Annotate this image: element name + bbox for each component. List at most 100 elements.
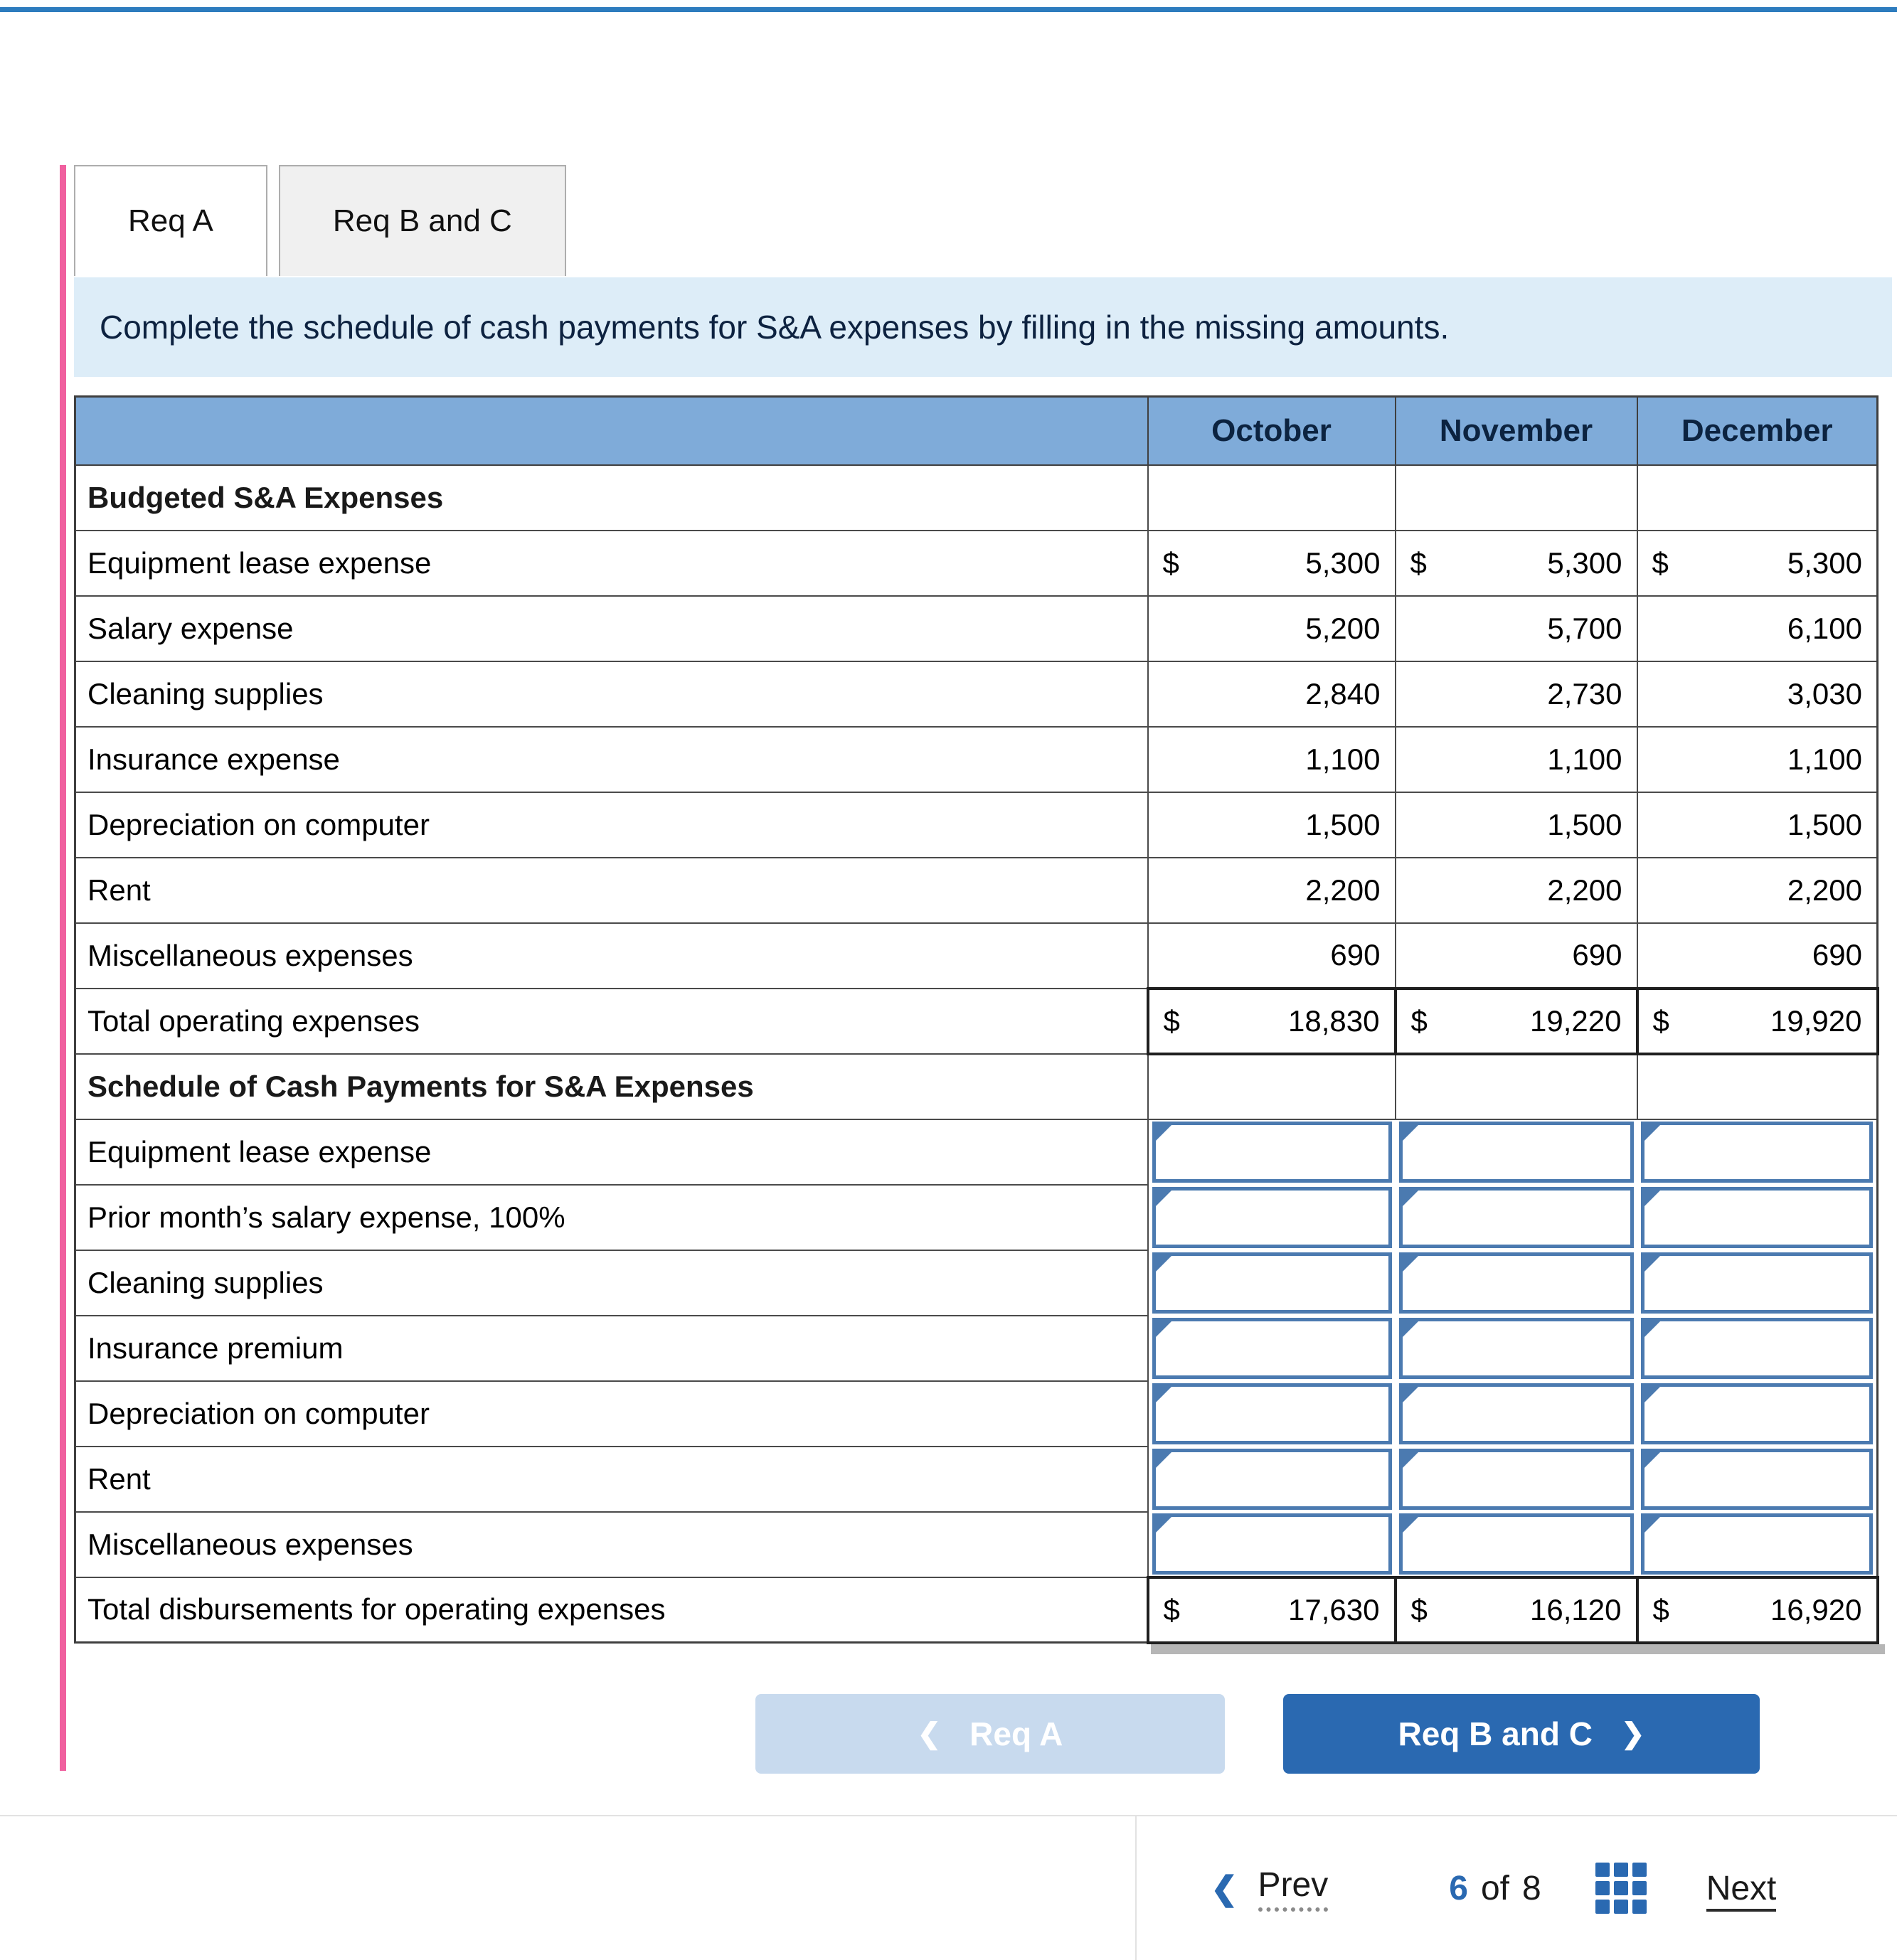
- current-page-number: 6: [1449, 1869, 1468, 1907]
- amount-input[interactable]: [1152, 1252, 1392, 1314]
- amount-input[interactable]: [1398, 1383, 1634, 1444]
- table-row-data: Salary expense 5,200 5,700 6,100: [74, 595, 1879, 662]
- amount-input-cell: [1395, 1511, 1637, 1577]
- amount-cell: 6,100: [1636, 595, 1879, 662]
- row-label: Miscellaneous expenses: [74, 1511, 1149, 1578]
- currency-symbol: $: [1652, 1003, 1669, 1038]
- next-page-link[interactable]: Next: [1706, 1869, 1777, 1912]
- tab-req-a[interactable]: Req A: [74, 165, 267, 276]
- row-label: Equipment lease expense: [74, 1118, 1149, 1186]
- row-label: Depreciation on computer: [74, 1380, 1149, 1447]
- amount-cell: $19,920: [1635, 986, 1879, 1055]
- amount-cell: 690: [1147, 922, 1396, 989]
- currency-symbol: $: [1652, 1592, 1669, 1626]
- amount-value: 690: [1572, 938, 1622, 971]
- currency-symbol: $: [1652, 545, 1669, 580]
- currency-symbol: $: [1163, 1003, 1180, 1038]
- column-header-november: November: [1394, 395, 1638, 466]
- amount-input-cell: [1147, 1250, 1396, 1316]
- chevron-right-icon: ❯: [1620, 1717, 1645, 1749]
- prev-page-link[interactable]: ❮ Prev: [1211, 1865, 1329, 1912]
- table-row-input: Cleaning supplies: [74, 1249, 1878, 1316]
- amount-input[interactable]: [1640, 1122, 1873, 1183]
- expense-table-body: Budgeted S&A Expenses Equipment lease exp…: [74, 464, 1879, 1644]
- amount-input-cell: [1637, 1315, 1878, 1381]
- table-row-input: Miscellaneous expenses: [74, 1511, 1878, 1578]
- empty-cell: [1636, 464, 1879, 531]
- row-label: Total operating expenses: [74, 987, 1149, 1055]
- amount-input-cell: [1395, 1380, 1637, 1447]
- amount-value: 1,100: [1547, 742, 1622, 776]
- amount-value: 19,220: [1530, 1003, 1622, 1038]
- total-pages-number: 8: [1521, 1869, 1541, 1907]
- tab-req-b-and-c[interactable]: Req B and C: [278, 165, 566, 276]
- amount-value: 2,730: [1547, 676, 1622, 710]
- amount-input[interactable]: [1398, 1448, 1634, 1510]
- amount-input[interactable]: [1152, 1186, 1392, 1248]
- amount-cell: 690: [1394, 922, 1638, 989]
- amount-value: 16,920: [1770, 1592, 1862, 1626]
- table-row-input: Prior month’s salary expense, 100%: [74, 1183, 1878, 1251]
- table-row-data: Miscellaneous expenses 690 690 690: [74, 922, 1879, 989]
- question-grid-icon[interactable]: [1595, 1863, 1647, 1914]
- table-row-total: Total disbursements for operating expens…: [74, 1575, 1879, 1644]
- amount-value: 5,200: [1305, 611, 1381, 645]
- amount-cell: $19,220: [1393, 986, 1639, 1055]
- column-header-december: December: [1636, 395, 1879, 466]
- amount-value: 16,120: [1530, 1592, 1622, 1626]
- row-label: Depreciation on computer: [74, 791, 1149, 858]
- table-row-data: Insurance expense 1,100 1,100 1,100: [74, 725, 1879, 793]
- amount-value: 1,100: [1305, 742, 1381, 776]
- currency-symbol: $: [1410, 1592, 1428, 1626]
- amount-input-cell: [1395, 1446, 1637, 1512]
- amount-input-cell: [1395, 1184, 1637, 1250]
- amount-cell: $16,120: [1393, 1575, 1639, 1644]
- amount-value: 2,840: [1305, 676, 1381, 710]
- amount-input[interactable]: [1398, 1513, 1634, 1575]
- amount-input[interactable]: [1640, 1186, 1873, 1248]
- requirement-tabs: Req A Req B and C: [74, 165, 1876, 276]
- amount-input[interactable]: [1152, 1513, 1392, 1575]
- row-label: Total disbursements for operating expens…: [74, 1576, 1149, 1644]
- amount-input-cell: [1637, 1250, 1878, 1316]
- amount-cell: 2,200: [1147, 856, 1396, 924]
- row-label: Equipment lease expense: [74, 529, 1149, 597]
- req-a-button-label: Req A: [969, 1715, 1063, 1752]
- amount-input[interactable]: [1640, 1513, 1873, 1575]
- amount-cell: 5,700: [1394, 595, 1638, 662]
- req-a-button[interactable]: ❮ Req A: [755, 1693, 1225, 1774]
- amount-input[interactable]: [1152, 1317, 1392, 1379]
- amount-input[interactable]: [1398, 1122, 1634, 1183]
- empty-cell: [1636, 1053, 1879, 1120]
- amount-cell: 1,500: [1147, 791, 1396, 858]
- amount-input[interactable]: [1398, 1186, 1634, 1248]
- column-header-october: October: [1147, 395, 1396, 466]
- pagination-footer: ❮ Prev 6 of 8 Next: [0, 1815, 1897, 1960]
- amount-value: 2,200: [1787, 873, 1862, 907]
- amount-input[interactable]: [1640, 1383, 1873, 1444]
- amount-input[interactable]: [1398, 1317, 1634, 1379]
- amount-input[interactable]: [1398, 1252, 1634, 1314]
- amount-cell: 3,030: [1636, 660, 1879, 728]
- tab-nav-buttons: ❮ Req A Req B and C ❯: [74, 1693, 1876, 1774]
- amount-input[interactable]: [1152, 1383, 1392, 1444]
- amount-input[interactable]: [1640, 1317, 1873, 1379]
- row-label: Prior month’s salary expense, 100%: [74, 1183, 1149, 1251]
- table-row-data: Cleaning supplies 2,840 2,730 3,030: [74, 660, 1879, 728]
- amount-input[interactable]: [1640, 1252, 1873, 1314]
- left-accent-line: [60, 165, 66, 1771]
- amount-input-cell: [1147, 1184, 1396, 1250]
- amount-cell: 2,730: [1394, 660, 1638, 728]
- amount-input-cell: [1395, 1119, 1637, 1185]
- table-row-data: Rent 2,200 2,200 2,200: [74, 856, 1879, 924]
- row-label: Rent: [74, 856, 1149, 924]
- amount-input[interactable]: [1152, 1122, 1392, 1183]
- row-label: Insurance premium: [74, 1314, 1149, 1382]
- amount-input[interactable]: [1152, 1448, 1392, 1510]
- amount-input[interactable]: [1640, 1448, 1873, 1510]
- req-b-and-c-button[interactable]: Req B and C ❯: [1283, 1693, 1760, 1774]
- amount-value: 1,500: [1547, 807, 1622, 841]
- chevron-left-icon: ❮: [917, 1717, 942, 1749]
- row-label: Salary expense: [74, 595, 1149, 662]
- table-row-section: Budgeted S&A Expenses: [74, 464, 1879, 531]
